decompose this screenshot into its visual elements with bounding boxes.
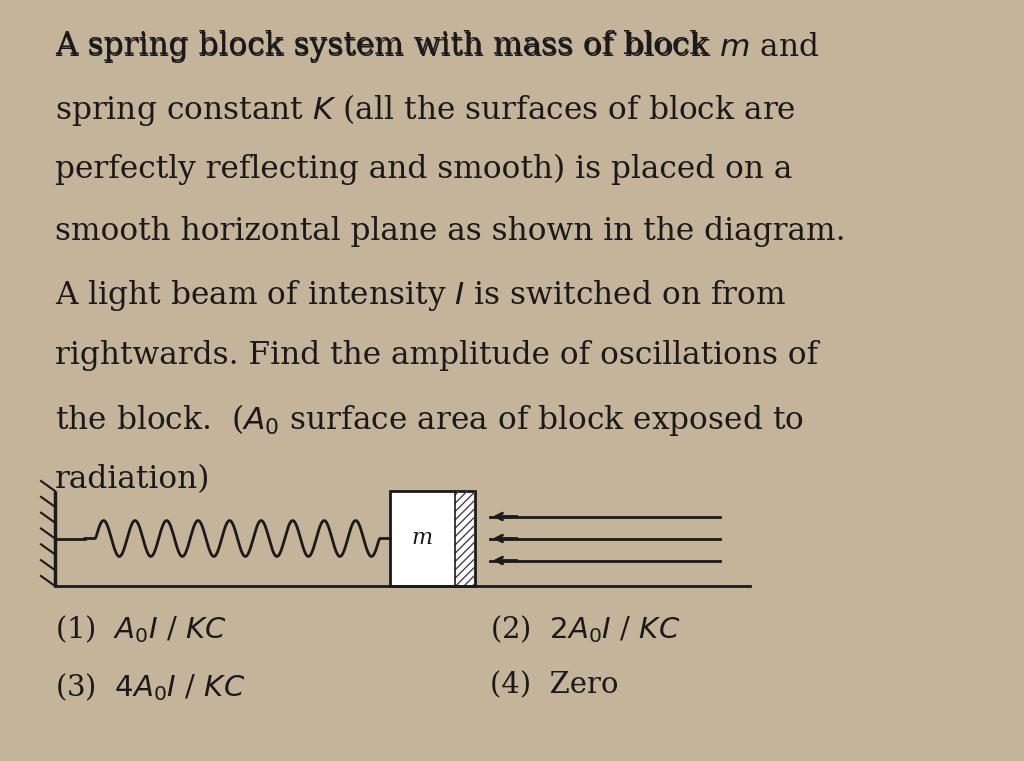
Text: rightwards. Find the amplitude of oscillations of: rightwards. Find the amplitude of oscill… (55, 340, 818, 371)
Text: perfectly reflecting and smooth) is placed on a: perfectly reflecting and smooth) is plac… (55, 154, 793, 185)
Text: A spring block system with mass of block $m$ and: A spring block system with mass of block… (55, 30, 819, 65)
Text: A spring block system with mass of block: A spring block system with mass of block (55, 30, 718, 61)
Text: A light beam of intensity $I$ is switched on from: A light beam of intensity $I$ is switche… (55, 278, 786, 313)
Text: (4)  Zero: (4) Zero (490, 671, 618, 699)
Text: radiation): radiation) (55, 464, 211, 495)
Text: (2)  $2 A_0 I$ / $KC$: (2) $2 A_0 I$ / $KC$ (490, 613, 680, 645)
Text: the block.  ($A_0$ surface area of block exposed to: the block. ($A_0$ surface area of block … (55, 402, 804, 438)
Text: (3)  $4A_0 I$ / $KC$: (3) $4A_0 I$ / $KC$ (55, 671, 246, 702)
Bar (455, 491, 475, 586)
Text: smooth horizontal plane as shown in the diagram.: smooth horizontal plane as shown in the … (55, 216, 846, 247)
Text: (1)  $A_0 I$ / $KC$: (1) $A_0 I$ / $KC$ (55, 613, 226, 645)
Text: m: m (412, 527, 433, 549)
Text: spring constant $K$ (all the surfaces of block are: spring constant $K$ (all the surfaces of… (55, 92, 796, 128)
Bar (390, 491, 475, 586)
